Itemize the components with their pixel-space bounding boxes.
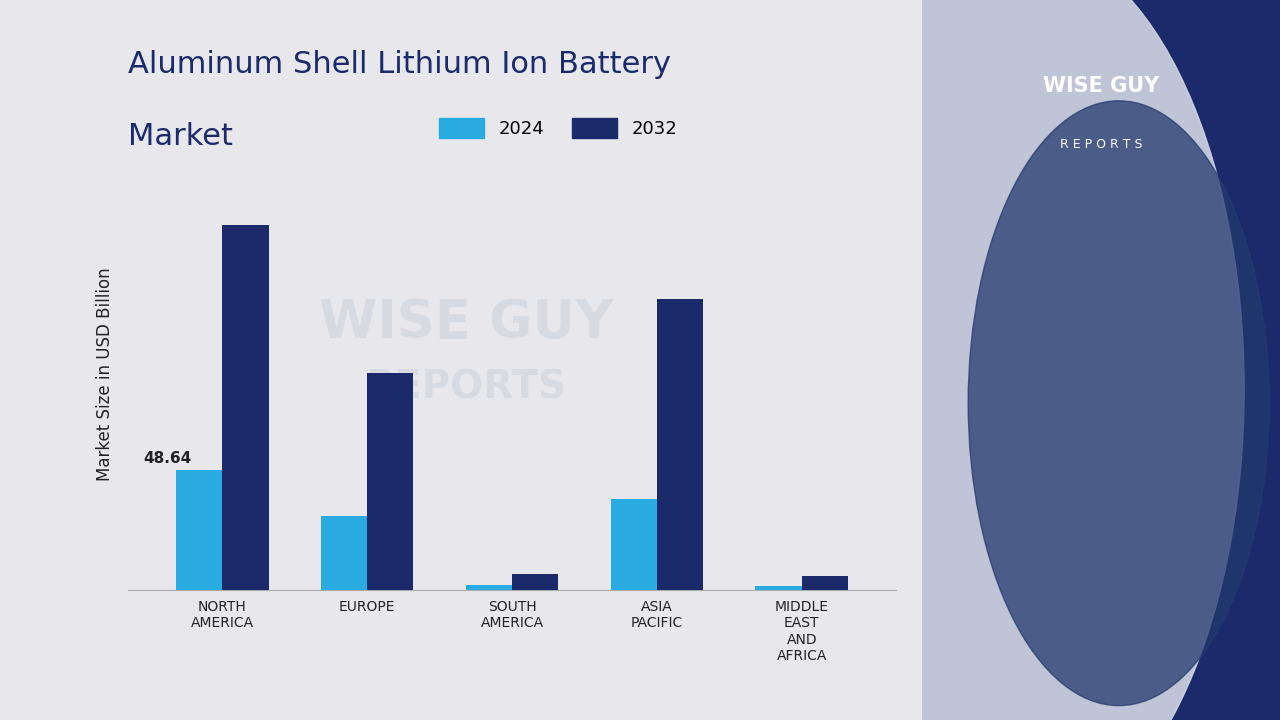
Bar — [367, 373, 413, 590]
Text: Market: Market — [128, 122, 233, 151]
Bar — [512, 575, 558, 590]
Text: Aluminum Shell Lithium Ion Battery: Aluminum Shell Lithium Ion Battery — [128, 50, 671, 79]
Bar — [175, 470, 223, 590]
Text: WISE GUY: WISE GUY — [319, 297, 613, 348]
Text: WISE GUY: WISE GUY — [1043, 76, 1158, 96]
Bar — [801, 575, 849, 590]
Circle shape — [968, 101, 1270, 706]
Y-axis label: Market Size in USD Billion: Market Size in USD Billion — [96, 268, 114, 481]
Bar — [657, 299, 703, 590]
Text: 48.64: 48.64 — [143, 451, 191, 466]
Legend: 2024, 2032: 2024, 2032 — [431, 112, 685, 145]
Bar — [611, 499, 657, 590]
Circle shape — [800, 0, 1244, 720]
Bar — [755, 586, 801, 590]
Bar — [321, 516, 367, 590]
Text: REPORTS: REPORTS — [365, 369, 567, 406]
Bar — [466, 585, 512, 590]
Text: R E P O R T S: R E P O R T S — [1060, 138, 1142, 150]
Bar — [223, 225, 269, 590]
